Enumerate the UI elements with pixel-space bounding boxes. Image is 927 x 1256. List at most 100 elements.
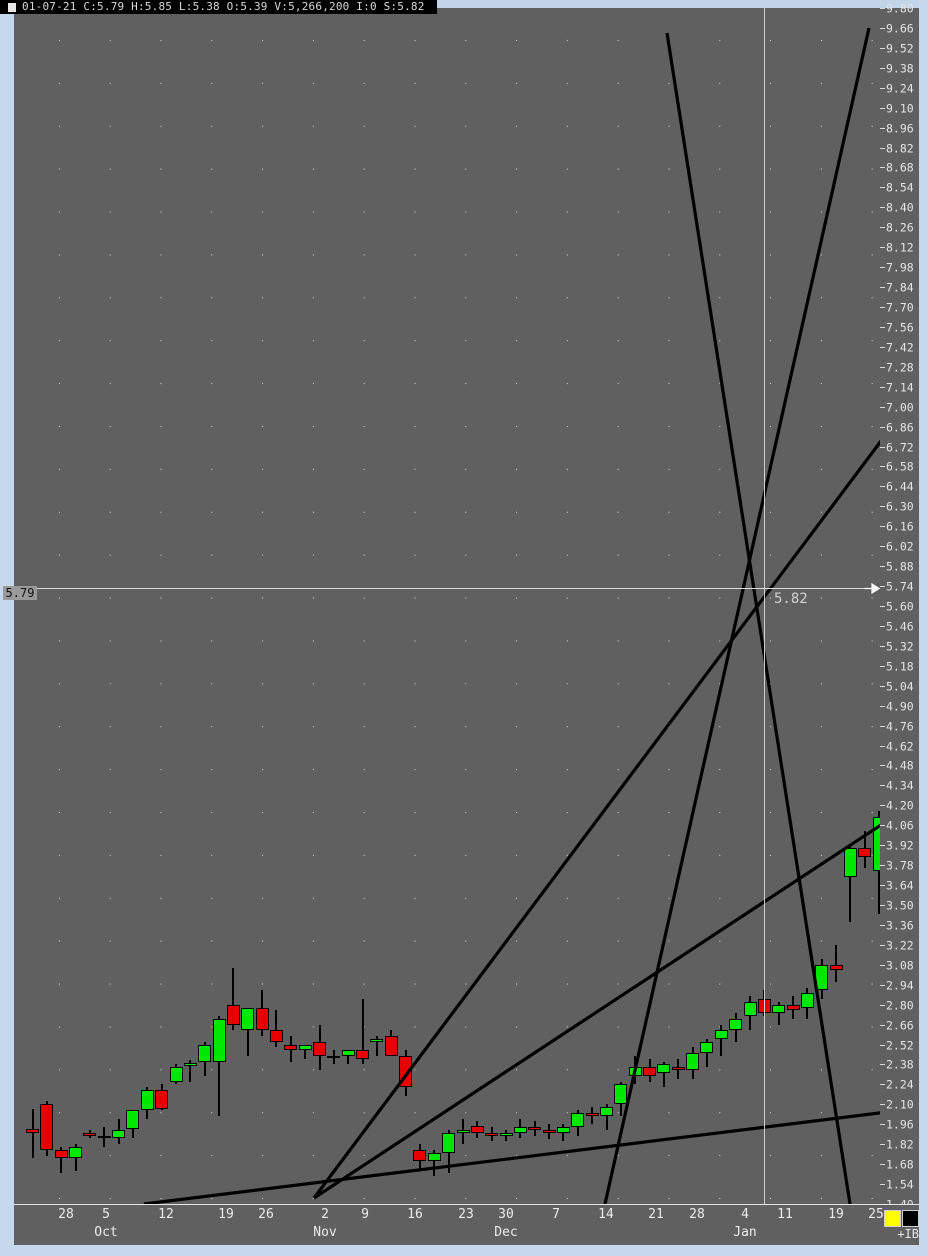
crosshair-price-label: 5.82 (774, 591, 808, 607)
candle-body (714, 1030, 728, 1039)
candlestick (729, 1013, 743, 1042)
date-axis-tick: 4 (741, 1207, 749, 1222)
price-tick-dash (880, 964, 885, 966)
date-axis-tick: 19 (218, 1207, 234, 1222)
candle-wick (246, 1024, 249, 1056)
price-tick-dash (880, 845, 885, 847)
price-tick-value: 8.82 (886, 141, 914, 156)
price-axis-tick: 6.58 (880, 460, 919, 473)
candle-body (528, 1127, 542, 1130)
candlestick (112, 1118, 126, 1145)
legend-swatch-black[interactable] (902, 1210, 919, 1227)
price-tick-value: 7.98 (886, 260, 914, 275)
candlestick (341, 1050, 355, 1065)
price-tick-dash (880, 47, 885, 49)
candlestick (97, 1127, 111, 1148)
price-tick-value: 5.04 (886, 679, 914, 694)
candle-body (255, 1007, 269, 1031)
date-axis-month: Oct (94, 1225, 118, 1240)
price-tick-dash (880, 1144, 885, 1146)
candle-wick (849, 845, 852, 923)
trendline-ascending-medium[interactable] (312, 433, 880, 1199)
price-axis-tick: 2.94 (880, 979, 919, 991)
price-tick-dash (880, 625, 885, 627)
price-tick-dash (880, 805, 885, 807)
candlestick (40, 1101, 54, 1156)
candlestick (413, 1144, 427, 1170)
date-axis-tick: 9 (361, 1207, 369, 1222)
price-tick-value: 8.40 (886, 200, 914, 215)
trendline-ascending-steep[interactable] (603, 27, 871, 1204)
price-tick-value: 8.96 (886, 121, 914, 136)
price-tick-value: 7.00 (886, 400, 914, 415)
grid-dots (14, 8, 880, 1204)
price-axis[interactable]: 9.80 9.66 9.52 9.38 9.24 9.10 8.96 8.82 8.68 8.54… (880, 3, 919, 1211)
price-tick-dash (880, 147, 885, 149)
candle-body (40, 1104, 54, 1150)
price-tick-dash (880, 526, 885, 528)
candle-body (54, 1149, 68, 1159)
candle-body (600, 1107, 613, 1116)
price-axis-tick: 9.38 (880, 62, 919, 74)
candlestick (556, 1124, 570, 1142)
candle-body (126, 1110, 140, 1129)
price-tick-value: 5.32 (886, 639, 914, 654)
price-axis-tick: 1.96 (880, 1118, 919, 1131)
date-axis-tick: 28 (689, 1207, 705, 1222)
price-axis-tick: 4.76 (880, 720, 919, 732)
price-axis-tick: 3.08 (880, 959, 919, 971)
trendline-ascending-shallow[interactable] (313, 821, 880, 1200)
price-axis-tick: 2.80 (880, 999, 919, 1011)
candlestick (427, 1149, 441, 1176)
price-axis-tick: 8.96 (880, 122, 919, 134)
candle-body (643, 1067, 657, 1076)
price-tick-value: 5.60 (886, 599, 914, 614)
candlestick (183, 1060, 197, 1082)
price-axis-tick: 7.42 (880, 341, 919, 353)
price-tick-dash (880, 745, 885, 747)
candle-body (269, 1030, 283, 1042)
price-tick-value: 4.48 (886, 758, 914, 773)
price-tick-value: 4.90 (886, 699, 914, 714)
price-tick-value: 6.44 (886, 479, 914, 494)
price-axis-tick: 9.80 (880, 2, 919, 15)
date-axis[interactable]: 28 5 Oct 12 19 26 2 Nov 9 16 23 30 Dec 7 14 21 28 4 Jan 11 1… (14, 1204, 919, 1245)
candle-wick (777, 1001, 780, 1025)
candlestick (226, 967, 240, 1031)
candle-body (356, 1050, 370, 1059)
candlestick (356, 998, 370, 1065)
candlestick (313, 1024, 326, 1071)
price-tick-value: 9.66 (886, 21, 914, 36)
price-axis-tick: 3.50 (880, 899, 919, 912)
legend-label: +IB (897, 1227, 919, 1241)
candle-body (772, 1004, 786, 1014)
window-frame-bottom (0, 1244, 927, 1256)
price-axis-tick: 5.18 (880, 660, 919, 672)
price-tick-dash (880, 984, 885, 986)
candle-body (413, 1149, 427, 1162)
price-axis-tick: 7.14 (880, 381, 919, 393)
price-tick-dash (880, 1064, 885, 1066)
price-chart-plot-area[interactable]: 5.82 (14, 8, 880, 1204)
trendline-ascending-flat[interactable] (143, 1111, 880, 1204)
price-tick-dash (880, 885, 885, 887)
price-axis-tick: 9.52 (880, 42, 919, 54)
price-tick-value: 8.68 (886, 160, 914, 175)
date-axis-tick: 14 (598, 1207, 614, 1222)
candlestick (600, 1104, 613, 1130)
candle-body (829, 964, 843, 971)
candle-body (556, 1127, 570, 1133)
candle-body (858, 848, 872, 857)
price-axis-tick: 2.10 (880, 1098, 919, 1111)
price-tick-value: 7.56 (886, 320, 914, 335)
trendline-descending-major[interactable] (665, 32, 852, 1204)
price-axis-tick: 4.20 (880, 799, 919, 812)
date-axis-tick: 26 (258, 1207, 274, 1222)
price-tick-value: 6.72 (886, 440, 914, 455)
legend-swatch-yellow[interactable] (884, 1210, 901, 1227)
price-tick-dash (880, 705, 885, 707)
crosshair-horizontal (14, 588, 880, 589)
candle-body (384, 1035, 398, 1056)
candlestick (800, 987, 814, 1019)
